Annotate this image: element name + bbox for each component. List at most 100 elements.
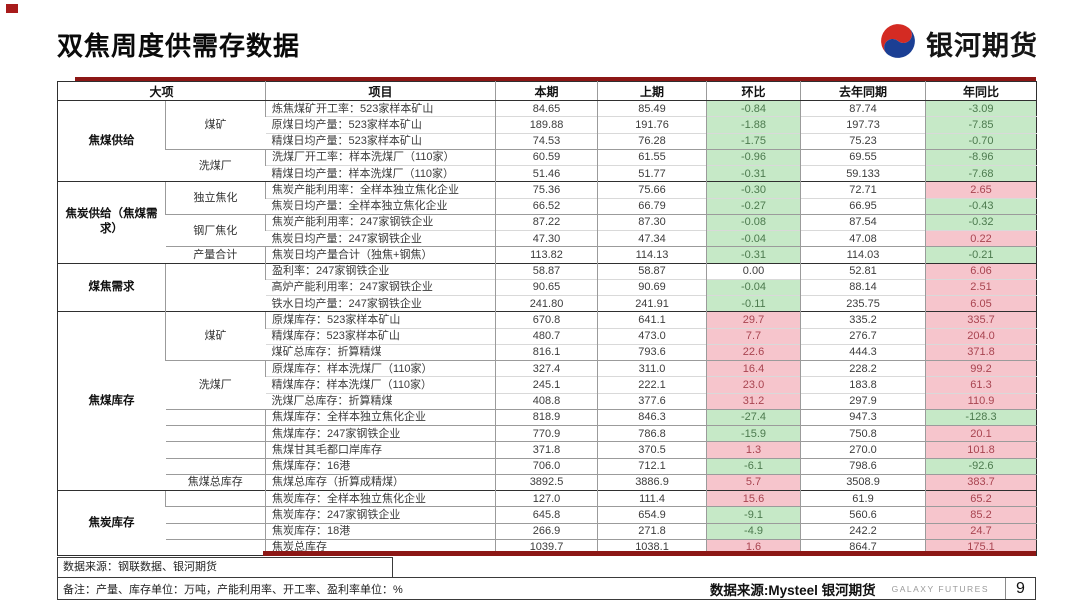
item-cell: 焦炭日均产量合计（独焦+钢焦） xyxy=(265,246,496,263)
value-current: 3892.5 xyxy=(495,473,598,491)
value-yoy: 99.2 xyxy=(925,359,1037,377)
value-previous: 241.91 xyxy=(597,294,707,312)
item-cell: 焦炭产能利用率：全样本独立焦化企业 xyxy=(265,181,496,198)
value-mom: -1.88 xyxy=(706,116,801,133)
value-previous: 51.77 xyxy=(597,164,707,182)
value-previous: 87.30 xyxy=(597,213,707,231)
value-lastyear: 297.9 xyxy=(800,392,926,410)
value-lastyear: 52.81 xyxy=(800,262,926,280)
table-row: 焦煤总库存 焦煤总库存（折算成精煤） 3892.5 3886.9 5.7 3508.9 38… xyxy=(58,473,1037,491)
value-yoy: -8.96 xyxy=(925,148,1037,166)
value-previous: 191.76 xyxy=(597,116,707,133)
value-previous: 111.4 xyxy=(597,489,707,507)
value-lastyear: 197.73 xyxy=(800,116,926,133)
value-previous: 3886.9 xyxy=(597,473,707,491)
value-yoy: -7.85 xyxy=(925,116,1037,133)
value-lastyear: 798.6 xyxy=(800,457,926,475)
item-cell: 煤矿总库存：折算精煤 xyxy=(265,343,496,361)
value-mom: -6.1 xyxy=(706,457,801,475)
value-lastyear: 75.23 xyxy=(800,132,926,150)
value-lastyear: 444.3 xyxy=(800,343,926,361)
column-header: 去年同期 xyxy=(800,81,926,101)
value-lastyear: 750.8 xyxy=(800,424,926,442)
value-yoy: -128.3 xyxy=(925,408,1037,426)
value-lastyear: 228.2 xyxy=(800,359,926,377)
table-header-row: 大项 项目 本期 上期 环比 去年同期 年同比 xyxy=(57,81,1037,101)
value-yoy: -0.21 xyxy=(925,246,1037,263)
subgroup-cell xyxy=(165,538,266,556)
value-mom: 29.7 xyxy=(706,311,801,328)
value-yoy: -0.43 xyxy=(925,197,1037,215)
value-mom: -0.04 xyxy=(706,278,801,296)
value-yoy: 383.7 xyxy=(925,473,1037,491)
value-lastyear: 87.54 xyxy=(800,213,926,231)
value-lastyear: 270.0 xyxy=(800,441,926,458)
page-title: 双焦周度供需存数据 xyxy=(57,31,301,61)
value-current: 408.8 xyxy=(495,392,598,410)
top-accent-rule xyxy=(75,77,1036,81)
footer-note-line: 备注：产量、库存单位：万吨，产能利用率、开工率、盈利率单位：% xyxy=(63,583,403,596)
table-row: 铁水日均产量：247家钢铁企业 241.80 241.91 -0.11 235.75 6.… xyxy=(58,294,1037,312)
subgroup-cell xyxy=(165,424,266,442)
value-current: 327.4 xyxy=(495,359,598,377)
group-cell: 焦炭库存 xyxy=(57,490,166,556)
value-lastyear: 66.95 xyxy=(800,197,926,215)
table-row: 洗煤厂 洗煤厂开工率：样本洗煤厂（110家） 60.59 61.55 -0.96 69.5… xyxy=(58,148,1037,182)
value-lastyear: 72.71 xyxy=(800,181,926,198)
value-current: 87.22 xyxy=(495,213,598,231)
value-yoy: 61.3 xyxy=(925,376,1037,393)
value-mom: -0.31 xyxy=(706,164,801,182)
item-cell: 焦炭日均产量：247家钢铁企业 xyxy=(265,229,496,247)
item-cell: 盈利率：247家钢铁企业 xyxy=(265,262,496,280)
value-current: 75.36 xyxy=(495,181,598,198)
value-current: 706.0 xyxy=(495,457,598,475)
value-previous: 311.0 xyxy=(597,359,707,377)
group-cell: 焦煤库存 xyxy=(57,311,166,491)
column-header: 年同比 xyxy=(925,81,1037,101)
value-current: 127.0 xyxy=(495,489,598,507)
value-lastyear: 242.2 xyxy=(800,522,926,540)
value-previous: 473.0 xyxy=(597,327,707,345)
value-mom: -0.11 xyxy=(706,294,801,312)
item-cell: 洗煤厂总库存：折算精煤 xyxy=(265,392,496,410)
table-row: 精煤库存：样本洗煤厂（110家） 245.1 222.1 23.0 183.8 61.3 xyxy=(58,376,1037,393)
subgroup-cell: 钢厂焦化 xyxy=(165,213,266,247)
value-previous: 370.5 xyxy=(597,441,707,458)
value-current: 241.80 xyxy=(495,294,598,312)
value-mom: -0.08 xyxy=(706,213,801,231)
item-cell: 高炉产能利用率：247家钢铁企业 xyxy=(265,278,496,296)
value-lastyear: 947.3 xyxy=(800,408,926,426)
group-cell: 焦炭供给（焦煤需求） xyxy=(57,181,166,263)
subgroup-cell xyxy=(165,522,266,540)
value-lastyear: 88.14 xyxy=(800,278,926,296)
value-yoy: 0.22 xyxy=(925,229,1037,247)
table-row: 精煤库存：523家样本矿山 480.7 473.0 7.7 276.7 204.0 xyxy=(58,327,1037,345)
value-yoy: 371.8 xyxy=(925,343,1037,361)
footer-source-line: 数据来源：钢联数据、银河期货 xyxy=(57,557,393,578)
item-cell: 焦炭库存：247家钢铁企业 xyxy=(265,506,496,523)
table-row: 煤矿总库存：折算精煤 816.1 793.6 22.6 444.3 371.8 xyxy=(58,343,1037,361)
item-cell: 原煤库存：样本洗煤厂（110家） xyxy=(265,359,496,377)
table-row: 焦煤甘其毛都口岸库存 371.8 370.5 1.3 270.0 101.8 xyxy=(58,441,1037,458)
value-lastyear: 69.55 xyxy=(800,148,926,166)
value-previous: 66.79 xyxy=(597,197,707,215)
subgroup-cell: 煤矿 xyxy=(164,100,266,150)
value-mom: -9.1 xyxy=(706,506,801,523)
value-mom: -0.96 xyxy=(706,148,801,166)
table-row: 焦炭日均产量：全样本独立焦化企业 66.52 66.79 -0.27 66.95 -0.4… xyxy=(58,197,1037,215)
subgroup-cell: 煤矿 xyxy=(164,311,266,361)
value-yoy: 65.2 xyxy=(925,489,1037,507)
value-lastyear: 235.75 xyxy=(800,294,926,312)
footer-note-bar: 备注：产量、库存单位：万吨，产能利用率、开工率、盈利率单位：% 数据来源:Mys… xyxy=(57,577,1036,600)
value-mom: 5.7 xyxy=(706,473,801,491)
value-current: 816.1 xyxy=(495,343,598,361)
table-row: 焦煤库存 煤矿 原煤库存：523家样本矿山 670.8 641.1 29.7 335.2 33… xyxy=(57,311,1037,491)
item-cell: 洗煤厂开工率：样本洗煤厂（110家） xyxy=(265,148,496,166)
subgroup-cell: 独立焦化 xyxy=(164,181,266,215)
value-yoy: -0.70 xyxy=(925,132,1037,150)
item-cell: 原煤库存：523家样本矿山 xyxy=(265,311,496,328)
footer-brand-en: GALAXY FUTURES xyxy=(891,583,989,594)
value-previous: 846.3 xyxy=(597,408,707,426)
brand-logo: 银河期货 xyxy=(879,22,1038,65)
value-previous: 654.9 xyxy=(597,506,707,523)
